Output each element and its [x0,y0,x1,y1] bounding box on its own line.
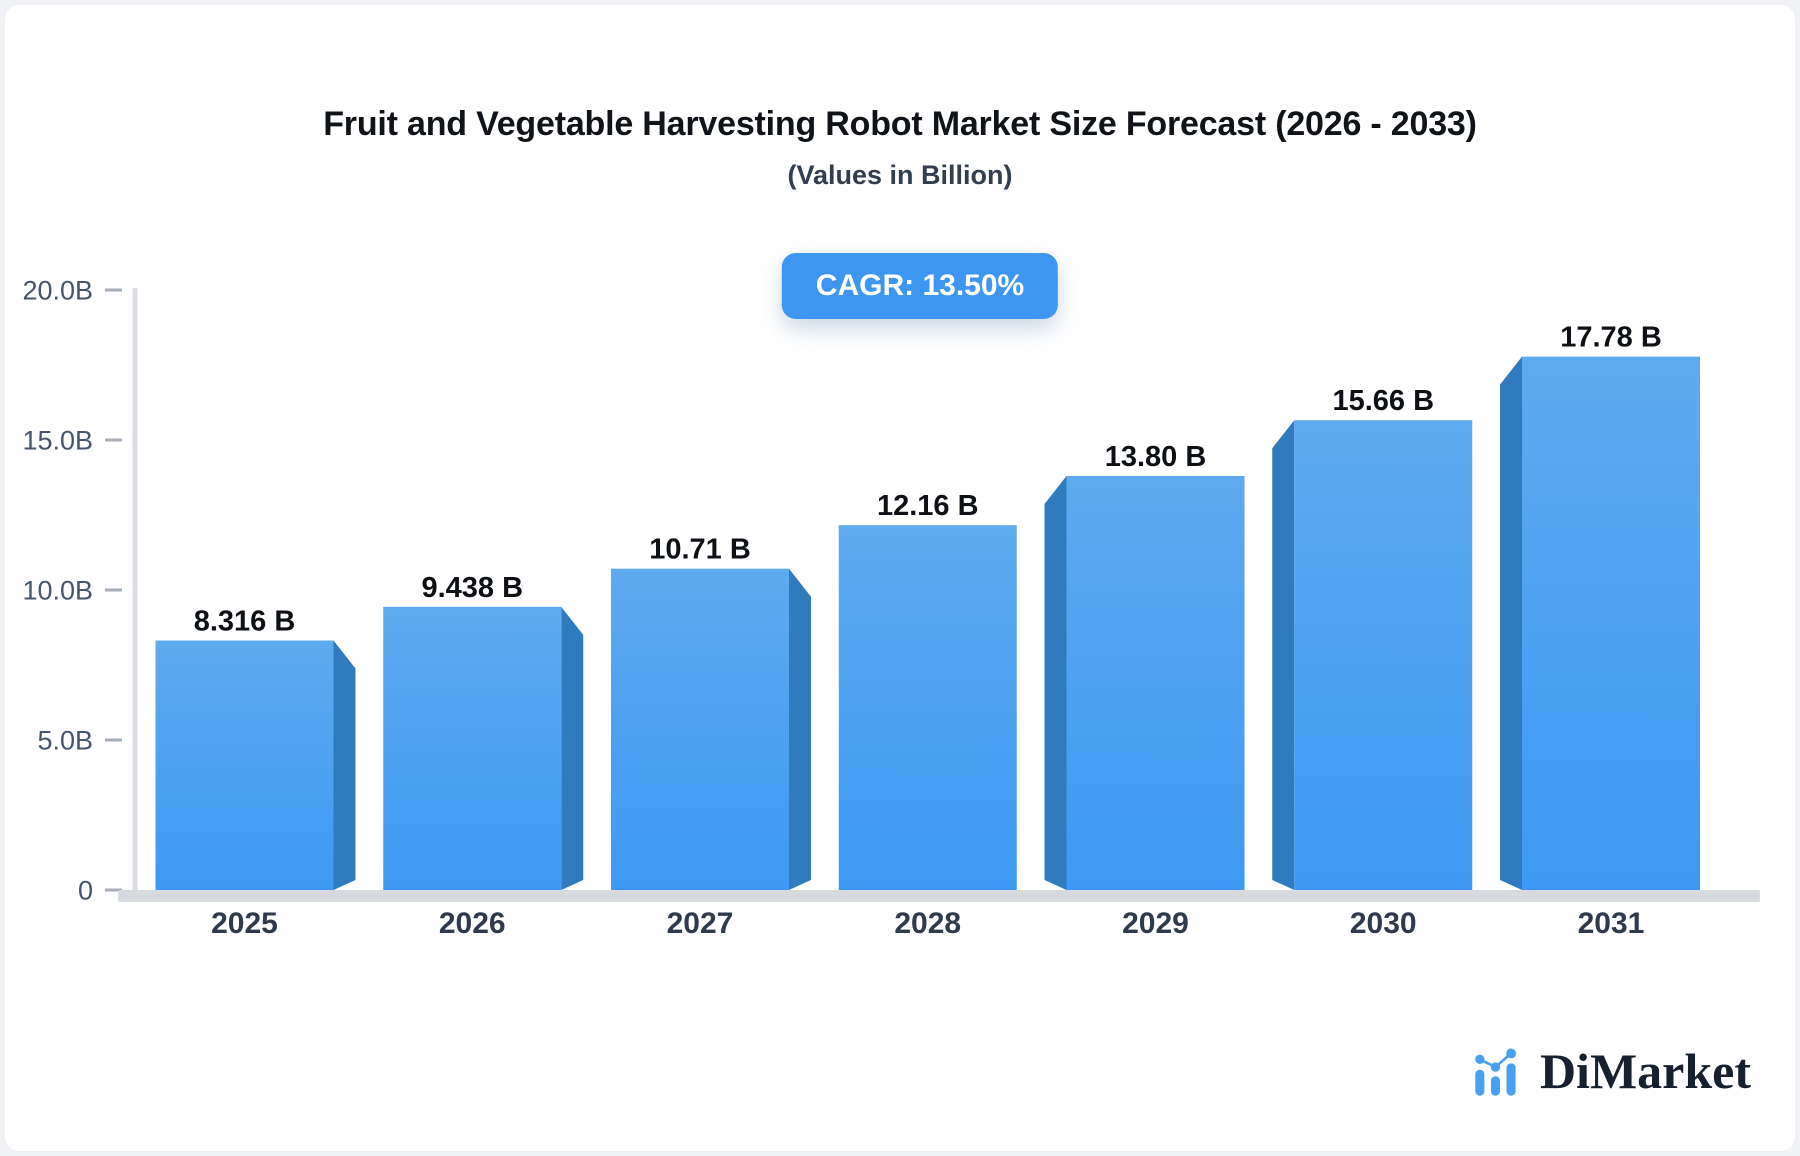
chart-title: Fruit and Vegetable Harvesting Robot Mar… [323,105,1477,143]
chart-subtitle: (Values in Billion) [787,160,1013,190]
logo-dot-1 [1475,1054,1485,1064]
logo-dot-3 [1506,1048,1516,1059]
cagr-badge: CAGR: 13.50% [781,253,1059,319]
value-label-2030: 15.66 B [1332,385,1434,417]
bar-2026 [383,606,562,890]
bar-side-2025 [333,640,356,890]
value-label-2029: 13.80 B [1105,441,1207,473]
bar-side-2029 [1044,476,1067,890]
x-tick-label-2028: 2028 [894,907,961,940]
bar-2030 [1294,420,1473,890]
bar-side-2027 [789,568,811,890]
logo-bar-2 [1490,1076,1500,1096]
value-label-2027: 10.71 B [649,534,751,566]
x-tick-label-2031: 2031 [1578,907,1645,940]
y-axis-line [132,288,138,890]
bar-2025 [155,640,334,890]
y-tick-label-5.0B: 5.0B [37,726,93,756]
brand-logo-text: DiMarket [1539,1043,1751,1099]
x-tick-label-2027: 2027 [667,907,734,940]
brand-logo-icon [1475,1048,1516,1096]
y-tick-10.0B [105,588,122,592]
bar-2031 [1522,356,1700,891]
bar-side-2031 [1500,356,1522,891]
logo-dot-2 [1490,1062,1501,1072]
y-tick-20.0B [105,288,122,292]
value-label-2026: 9.438 B [421,572,523,604]
x-tick-label-2025: 2025 [211,907,278,940]
y-tick-5.0B [105,738,122,742]
value-label-2028: 12.16 B [877,490,979,522]
x-axis-baseline [118,890,1760,902]
x-tick-label-2030: 2030 [1350,907,1417,940]
value-label-2031: 17.78 B [1560,322,1662,354]
bar-2027 [611,568,789,890]
x-tick-label-2026: 2026 [439,907,506,940]
y-tick-label-0: 0 [78,876,93,906]
bar-2028 [838,525,1017,890]
brand-logo: DiMarket [1473,1045,1751,1097]
bar-chart-plot: 20.0B 15.0B 10.0B 5.0B 0 8.316 B 2025 9.438 B 20… [22,276,1760,940]
y-tick-0 [105,888,122,892]
logo-bar-3 [1506,1063,1516,1096]
y-tick-15.0B [105,438,122,442]
bar-2029 [1066,476,1245,890]
chart-card: Fruit and Vegetable Harvesting Robot Mar… [5,5,1795,1151]
y-tick-label-10.0B: 10.0B [22,576,93,606]
value-label-2025: 8.316 B [194,606,296,638]
x-tick-label-2029: 2029 [1122,907,1189,940]
chart-header: Fruit and Vegetable Harvesting Robot Mar… [5,5,1795,191]
y-tick-label-20.0B: 20.0B [22,276,93,306]
logo-bar-1 [1475,1069,1485,1096]
bar-side-2030 [1272,420,1295,890]
bar-side-2026 [561,606,584,890]
y-tick-label-15.0B: 15.0B [22,426,93,456]
